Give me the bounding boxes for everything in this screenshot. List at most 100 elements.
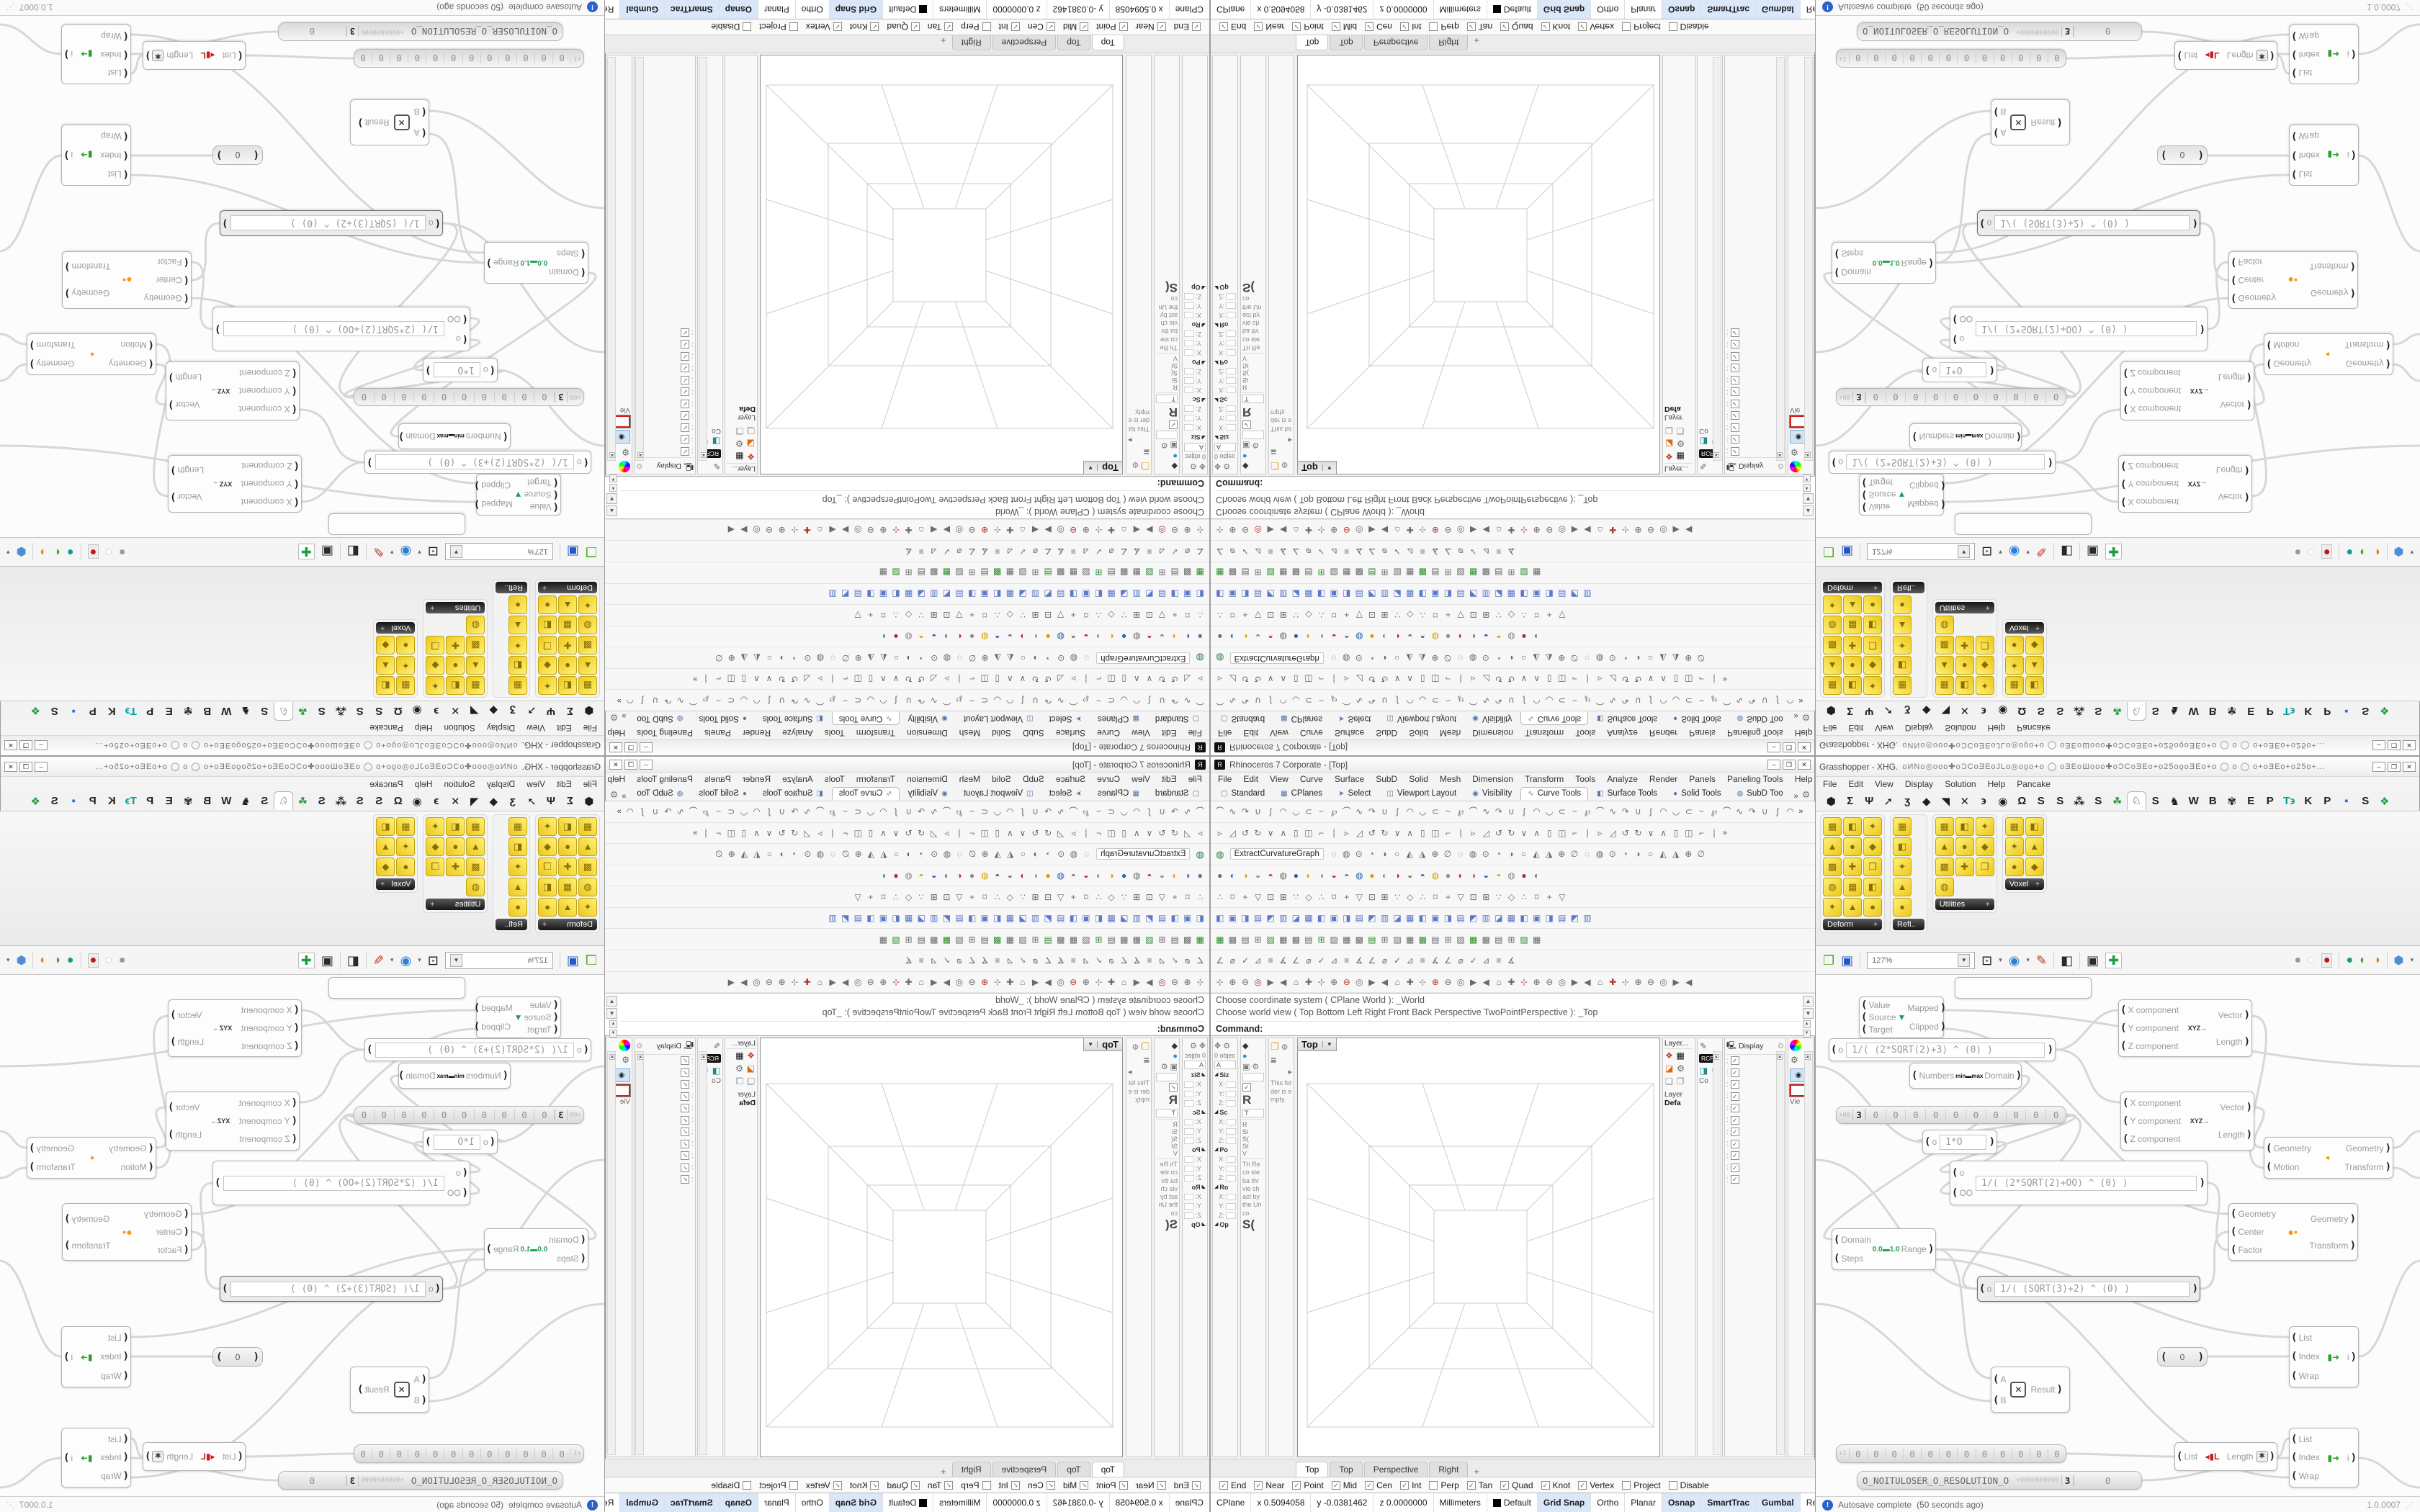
scroller-value[interactable]: 3 <box>555 392 568 402</box>
component-icon[interactable]: ▲ <box>578 837 597 856</box>
viewport-tab-top[interactable]: Top <box>1330 35 1363 50</box>
rhino-menu-transform[interactable]: Transform <box>1524 774 1564 784</box>
output-port[interactable]: ) <box>216 1351 223 1363</box>
axis-input[interactable] <box>1226 302 1236 310</box>
checkbox-checked[interactable]: ✓ <box>870 1480 879 1490</box>
viewport-rect-button[interactable] <box>614 1084 631 1097</box>
input-index[interactable]: (Index <box>100 1452 129 1463</box>
tool-icon[interactable]: ▨ <box>1018 567 1027 578</box>
tool-icon[interactable]: ⊡ <box>1469 610 1477 621</box>
osnap-perp[interactable]: Perp <box>961 22 991 32</box>
tool-icon[interactable]: ⌀ <box>1108 955 1114 966</box>
tool-icon[interactable]: ◪ <box>1494 588 1503 599</box>
section-header[interactable]: ◢ Po <box>1214 1146 1236 1153</box>
scroller-value[interactable]: 3 <box>2061 1475 2074 1486</box>
tool-icon[interactable]: ◌ <box>1083 652 1089 663</box>
tool-icon[interactable]: ∪ <box>1159 695 1165 706</box>
tool-icon[interactable]: ◇ <box>1108 891 1115 902</box>
tool-icon[interactable]: ▨ <box>1393 934 1402 945</box>
input-list[interactable]: (List <box>100 67 129 78</box>
tool-icon[interactable]: ◨ <box>1545 588 1554 599</box>
input-source[interactable]: (Source <box>1861 1012 1896 1023</box>
tool-icon[interactable]: ▦ <box>1532 934 1541 945</box>
component-icon[interactable]: ▩ <box>466 858 485 876</box>
tool-icon[interactable]: ∴ <box>1521 610 1527 621</box>
checkbox-checked[interactable]: ✓ <box>1219 22 1228 32</box>
axis-input[interactable] <box>1184 1128 1194 1135</box>
tool-icon[interactable]: ▯ <box>1121 827 1126 838</box>
tool-icon[interactable]: ▨ <box>955 934 964 945</box>
gh-node-digit-scroller-resolution[interactable]: O_NOITULOSER_O_RESOLUTION_O +0000000000 3 0 <box>278 1471 563 1490</box>
tool-icon[interactable]: ℘ <box>956 695 963 706</box>
osnap-int[interactable]: ✓ Int <box>1400 22 1421 32</box>
output-port[interactable]: ) <box>2056 1384 2063 1395</box>
input-port[interactable]: ( <box>1861 999 1868 1011</box>
tool-icon[interactable]: ∧ <box>1660 674 1667 685</box>
tool-icon[interactable]: ⊙ <box>1355 849 1363 860</box>
input-a[interactable]: (A <box>414 127 427 139</box>
gh-menu-edit[interactable]: Edit <box>556 779 572 789</box>
tool-icon[interactable]: ● <box>1121 631 1127 642</box>
input-motion[interactable]: (Motion <box>2266 1161 2311 1173</box>
gh-menu-view[interactable]: View <box>526 779 545 789</box>
tool-icon[interactable]: ◪ <box>917 588 926 599</box>
tool-icon[interactable]: ▩ <box>1482 934 1490 945</box>
tool-icon[interactable]: ⊹ <box>791 525 799 536</box>
output-port[interactable]: ) <box>2192 1283 2198 1295</box>
input-port[interactable]: ( <box>183 256 189 269</box>
tool-icon[interactable]: ⊿ <box>1482 546 1490 557</box>
output-port[interactable]: ) <box>2350 1452 2357 1464</box>
tool-icon[interactable]: ⌐ <box>716 827 722 838</box>
tool-icon[interactable]: ◓ <box>1420 631 1425 642</box>
component-icon[interactable]: ✦ <box>508 636 527 654</box>
tool-icon[interactable]: ⌐ <box>1445 674 1451 685</box>
tool-icon[interactable]: ⊹ <box>1317 976 1325 987</box>
status-planar[interactable]: Planar <box>758 1493 795 1512</box>
tool-icon[interactable]: ◐ <box>1534 631 1540 642</box>
tool-icon[interactable]: ◪ <box>1018 913 1027 924</box>
tool-icon[interactable]: ⊞ <box>1254 567 1262 578</box>
rhino-menu-paneling-tools[interactable]: Paneling Tools <box>1726 774 1783 784</box>
tool-icon[interactable]: ▨ <box>1018 934 1027 945</box>
output-geometry[interactable]: Geometry) <box>64 288 111 300</box>
input-geometry[interactable]: (Geometry <box>2231 1208 2276 1220</box>
tool-icon[interactable]: ⊖ <box>1646 976 1655 987</box>
input-port[interactable]: ( <box>291 1115 297 1127</box>
tool-icon[interactable]: ⊞ <box>1133 891 1141 902</box>
tool-icon[interactable]: ⊹ <box>993 525 1001 536</box>
command-area[interactable]: Choose coordinate system ( CPlane World … <box>604 993 1209 1038</box>
viewport-tab-perspective[interactable]: Perspective <box>992 1462 1057 1477</box>
library-panel[interactable]: ❐ ⚙ ≡ ▸ This folder is empty. <box>1268 55 1294 474</box>
output-port[interactable]: ) <box>170 464 176 477</box>
component-icon[interactable]: ✦ <box>1893 636 1912 654</box>
input-z-component[interactable]: (Z component <box>239 1133 297 1145</box>
axis-input[interactable] <box>1184 1137 1194 1144</box>
rhino-menu-analyze[interactable]: Analyze <box>782 774 813 784</box>
tool-icon[interactable]: ◀ <box>829 976 836 987</box>
tool-icon[interactable]: ⊡ <box>943 610 951 621</box>
tool-icon[interactable]: ▦ <box>1132 934 1141 945</box>
scroller-digit[interactable]: 0 <box>494 1110 515 1120</box>
component-icon[interactable]: ✦ <box>396 837 416 856</box>
component-icon[interactable]: ▲ <box>508 616 527 634</box>
tool-icon[interactable]: ▦ <box>1507 913 1516 924</box>
input-index[interactable]: (Index <box>2291 1452 2320 1463</box>
scroll-up-small-icon[interactable]: ▲ <box>1803 484 1811 492</box>
tool-icon[interactable]: ◐ <box>1229 631 1236 642</box>
input-x-component[interactable]: (X component <box>2120 496 2179 508</box>
tool-icon[interactable]: ◧ <box>1317 913 1326 924</box>
tool-icon[interactable]: ⊡ <box>943 891 951 902</box>
palette-group-label[interactable]: Refi.. <box>496 582 527 593</box>
input-list[interactable]: (List <box>2291 67 2320 78</box>
tool-icon[interactable]: ▤ <box>1170 934 1179 945</box>
gh-node-remap-numbers[interactable]: (Value(Source(Target ▼ Mapped) Clipped) <box>474 996 561 1038</box>
info-checkbox[interactable]: ✓ <box>1169 1083 1178 1092</box>
view-panel[interactable]: ⚙ ◉ Vie ▲ <box>1788 1038 1814 1457</box>
tool-icon[interactable]: ⊞ <box>968 934 976 945</box>
tool-icon[interactable]: ○ <box>766 652 773 663</box>
component-icon[interactable]: ✦ <box>538 817 557 836</box>
tool-icon[interactable]: ◐ <box>1108 870 1114 881</box>
input-port[interactable]: ( <box>183 1225 189 1238</box>
input-port[interactable]: ( <box>122 168 129 180</box>
tool-icon[interactable]: ⊕ <box>1082 976 1090 987</box>
